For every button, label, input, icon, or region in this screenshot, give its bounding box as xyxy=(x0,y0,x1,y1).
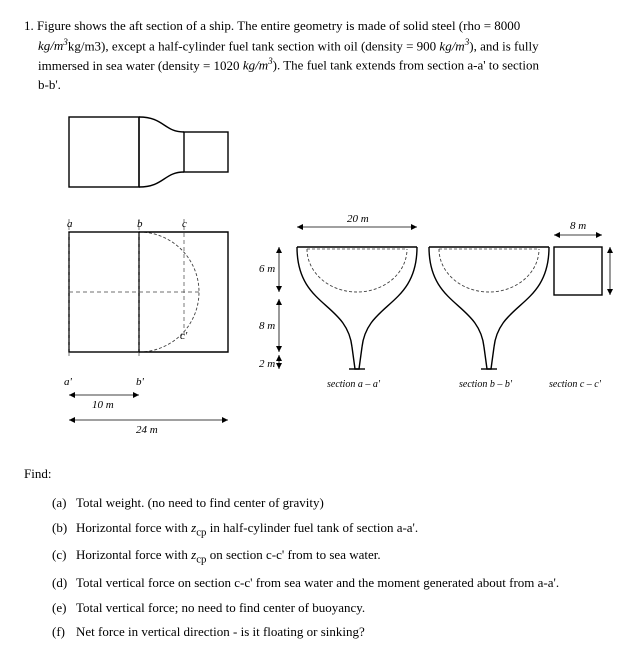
svg-text:6 m: 6 m xyxy=(259,263,275,275)
section-cc: 8 m 8 m section c – c' xyxy=(549,220,614,390)
svg-text:c: c xyxy=(182,218,187,230)
svg-text:section c – c': section c – c' xyxy=(549,379,602,390)
problem-text-5: ), and is fully xyxy=(469,38,538,53)
section-height-dims: 6 m 8 m 2 m xyxy=(259,247,282,370)
svg-text:c': c' xyxy=(180,330,188,342)
item-text: Net force in vertical direction - is it … xyxy=(76,624,365,639)
item-text-pre: Horizontal force with xyxy=(76,547,191,562)
item-text-pre: Horizontal force with xyxy=(76,520,191,535)
section-aa: 20 m section a – a' xyxy=(297,213,417,390)
unit-kgm3-2: kg/m xyxy=(439,38,464,53)
svg-text:section b – b': section b – b' xyxy=(459,379,513,390)
svg-text:section a – a': section a – a' xyxy=(327,379,381,390)
problem-text-1: Figure shows the aft section of a ship. … xyxy=(37,18,520,33)
item-text-post: on section c-c' from to sea water. xyxy=(206,547,380,562)
sub-item-e: (e)Total vertical force; no need to find… xyxy=(52,598,608,618)
find-header: Find: xyxy=(24,464,608,484)
problem-number: 1. xyxy=(24,18,34,33)
top-view xyxy=(69,117,228,187)
item-text: Total vertical force on section c-c' fro… xyxy=(76,575,559,590)
problem-statement: 1. Figure shows the aft section of a shi… xyxy=(24,16,608,95)
problem-text-8: ). The fuel tank extends from section a-… xyxy=(273,58,539,73)
item-letter: (f) xyxy=(52,622,76,642)
svg-text:20 m: 20 m xyxy=(347,213,369,225)
unit-kgm3-1: kg/m xyxy=(24,38,63,53)
unit-kgm3-3: kg/m xyxy=(243,58,268,73)
zcp-cp: cp xyxy=(196,554,206,566)
item-letter: (b) xyxy=(52,518,76,538)
sub-item-f: (f)Net force in vertical direction - is … xyxy=(52,622,608,642)
svg-text:8 m: 8 m xyxy=(259,320,275,332)
svg-text:2 m: 2 m xyxy=(259,358,275,370)
sub-item-c: (c)Horizontal force with zcp on section … xyxy=(52,545,608,568)
svg-text:a': a' xyxy=(64,376,73,388)
diagram-container: a b c c' a' b' 10 m 24 m 6 m 8 m 2 m xyxy=(54,107,608,452)
side-view: a b c c' a' b' 10 m 24 m xyxy=(64,218,228,436)
item-letter: (e) xyxy=(52,598,76,618)
problem-text-9: b-b'. xyxy=(24,77,61,92)
svg-text:b': b' xyxy=(136,376,145,388)
section-bb: section b – b' xyxy=(429,247,549,390)
svg-text:8 m: 8 m xyxy=(570,220,586,232)
zcp-cp: cp xyxy=(196,526,206,538)
problem-text-3: kg/m3), except a half-cylinder fuel tank… xyxy=(68,38,440,53)
svg-text:24 m: 24 m xyxy=(136,424,158,436)
svg-text:a: a xyxy=(67,218,73,230)
item-text-post: in half-cylinder fuel tank of section a-… xyxy=(206,520,418,535)
sub-item-d: (d)Total vertical force on section c-c' … xyxy=(52,573,608,593)
diagram-svg: a b c c' a' b' 10 m 24 m 6 m 8 m 2 m xyxy=(54,107,614,452)
item-letter: (a) xyxy=(52,493,76,513)
svg-text:b: b xyxy=(137,218,143,230)
problem-text-6: immersed in sea water (density = 1020 xyxy=(24,58,243,73)
item-letter: (c) xyxy=(52,545,76,565)
item-letter: (d) xyxy=(52,573,76,593)
sub-item-b: (b)Horizontal force with zcp in half-cyl… xyxy=(52,518,608,541)
svg-text:10 m: 10 m xyxy=(92,399,114,411)
sub-questions: (a)Total weight. (no need to find center… xyxy=(24,493,608,642)
sub-item-a: (a)Total weight. (no need to find center… xyxy=(52,493,608,513)
item-text: Total weight. (no need to find center of… xyxy=(76,495,324,510)
item-text: Total vertical force; no need to find ce… xyxy=(76,600,365,615)
